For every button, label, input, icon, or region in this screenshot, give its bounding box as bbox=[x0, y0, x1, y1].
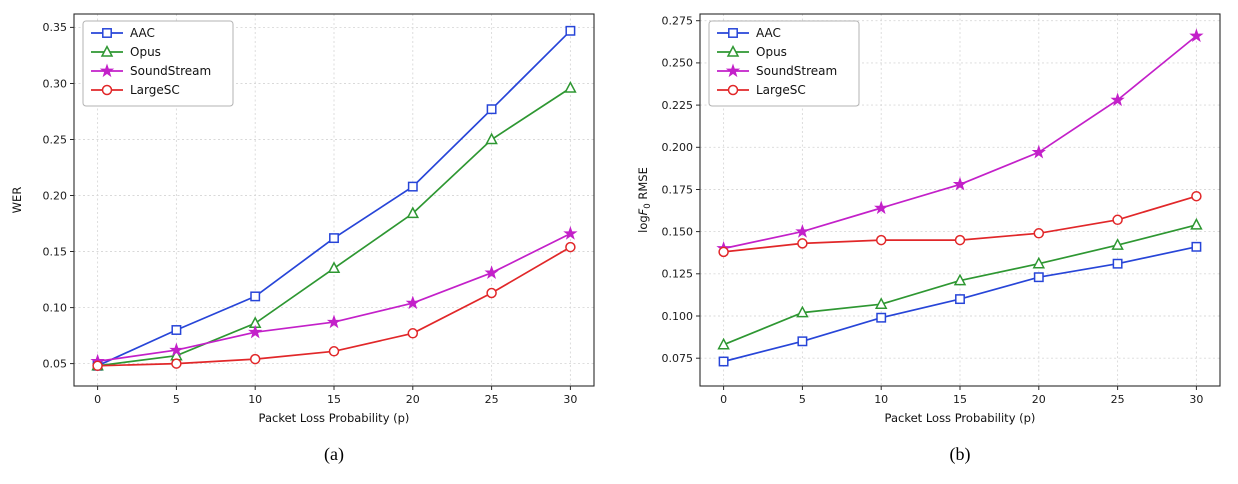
x-tick-label: 10 bbox=[248, 393, 262, 406]
legend-label: SoundStream bbox=[756, 64, 837, 78]
x-tick-label: 10 bbox=[874, 393, 888, 406]
legend-label: AAC bbox=[130, 26, 155, 40]
legend-label: AAC bbox=[756, 26, 781, 40]
legend-label: LargeSC bbox=[756, 83, 806, 97]
y-tick-label: 0.250 bbox=[662, 57, 694, 70]
line-chart: 0 5 10 15 20 25 30 0.05 0.10 0.15 0.20 0.25 0.30 0.35… bbox=[6, 4, 606, 434]
x-tick-label: 30 bbox=[1189, 393, 1203, 406]
x-tick-label: 25 bbox=[485, 393, 499, 406]
y-tick-label: 0.200 bbox=[662, 141, 694, 154]
chart-panel-b: 0 5 10 15 20 25 30 0.075 0.100 0.125 0.150 0.175 0.2… bbox=[632, 4, 1232, 465]
x-tick-label: 5 bbox=[173, 393, 180, 406]
x-tick-label: 25 bbox=[1111, 393, 1125, 406]
y-tick-label: 0.100 bbox=[662, 310, 694, 323]
x-tick-label: 15 bbox=[327, 393, 341, 406]
y-tick-label: 0.075 bbox=[662, 352, 694, 365]
legend-label: Opus bbox=[756, 45, 787, 59]
legend-label: LargeSC bbox=[130, 83, 180, 97]
x-axis-label: Packet Loss Probability (p) bbox=[259, 411, 410, 425]
legend-label: Opus bbox=[130, 45, 161, 59]
line-chart-b: 0 5 10 15 20 25 30 0.075 0.100 0.125 0.150 0.175 0.2… bbox=[632, 4, 1232, 434]
line-chart: 0 5 10 15 20 25 30 0.075 0.100 0.125 0.150 0.175 0.2… bbox=[632, 4, 1232, 434]
legend-box bbox=[82, 20, 234, 107]
x-tick-label: 5 bbox=[799, 393, 806, 406]
figure-row: 0 5 10 15 20 25 30 0.05 0.10 0.15 0.20 0.25 0.30 0.35… bbox=[6, 4, 1232, 465]
y-axis-label: WER bbox=[10, 187, 24, 214]
legend-box bbox=[708, 20, 860, 107]
caption-a: (a) bbox=[324, 444, 344, 464]
caption-b: (b) bbox=[949, 444, 971, 464]
y-tick-label: 0.175 bbox=[662, 183, 694, 196]
y-tick-label: 0.10 bbox=[43, 301, 68, 314]
y-tick-label: 0.30 bbox=[43, 77, 68, 90]
y-tick-label: 0.25 bbox=[43, 133, 68, 146]
chart-panel-a: 0 5 10 15 20 25 30 0.05 0.10 0.15 0.20 0.25 0.30 0.35… bbox=[6, 4, 606, 465]
x-tick-label: 20 bbox=[1032, 393, 1046, 406]
x-axis-label: Packet Loss Probability (p) bbox=[885, 411, 1036, 425]
y-tick-label: 0.150 bbox=[662, 225, 694, 238]
y-axis-label: logF0 RMSE bbox=[636, 167, 653, 233]
y-tick-label: 0.15 bbox=[43, 245, 68, 258]
y-tick-label: 0.05 bbox=[43, 357, 68, 370]
y-tick-label: 0.125 bbox=[662, 268, 694, 281]
y-tick-label: 0.35 bbox=[43, 21, 68, 34]
y-tick-label: 0.225 bbox=[662, 99, 694, 112]
y-tick-label: 0.20 bbox=[43, 189, 68, 202]
line-chart-a: 0 5 10 15 20 25 30 0.05 0.10 0.15 0.20 0.25 0.30 0.35… bbox=[6, 4, 606, 434]
y-tick-label: 0.275 bbox=[662, 15, 694, 28]
x-tick-label: 15 bbox=[953, 393, 967, 406]
legend-label: SoundStream bbox=[130, 64, 211, 78]
x-tick-label: 30 bbox=[563, 393, 577, 406]
x-tick-label: 0 bbox=[94, 393, 101, 406]
x-tick-label: 20 bbox=[406, 393, 420, 406]
x-tick-label: 0 bbox=[720, 393, 727, 406]
